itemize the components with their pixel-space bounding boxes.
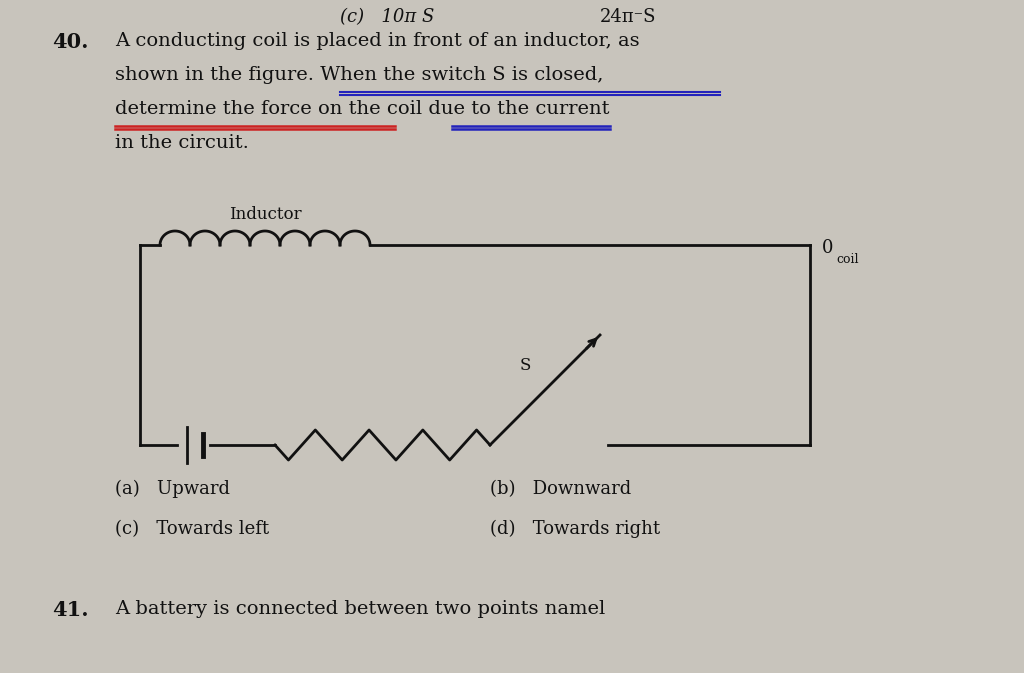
Text: shown in the figure. When the switch S is closed,: shown in the figure. When the switch S i… <box>115 66 603 84</box>
Text: S: S <box>519 357 530 374</box>
Text: 0: 0 <box>822 239 834 257</box>
Text: in the circuit.: in the circuit. <box>115 134 249 152</box>
Text: 24π⁻S: 24π⁻S <box>600 8 656 26</box>
Text: (d)   Towards right: (d) Towards right <box>490 520 660 538</box>
Text: A conducting coil is placed in front of an inductor, as: A conducting coil is placed in front of … <box>115 32 640 50</box>
Text: (c)   10π S: (c) 10π S <box>340 8 434 26</box>
Text: (b)   Downward: (b) Downward <box>490 480 631 498</box>
Text: coil: coil <box>836 253 858 266</box>
Text: A battery is connected between two points namel: A battery is connected between two point… <box>115 600 605 618</box>
Text: (a)   Upward: (a) Upward <box>115 480 230 498</box>
Text: 41.: 41. <box>52 600 89 620</box>
Text: (c)   Towards left: (c) Towards left <box>115 520 269 538</box>
Text: Inductor: Inductor <box>228 206 301 223</box>
Text: 40.: 40. <box>52 32 88 52</box>
Text: determine the force on the coil due to the current: determine the force on the coil due to t… <box>115 100 609 118</box>
